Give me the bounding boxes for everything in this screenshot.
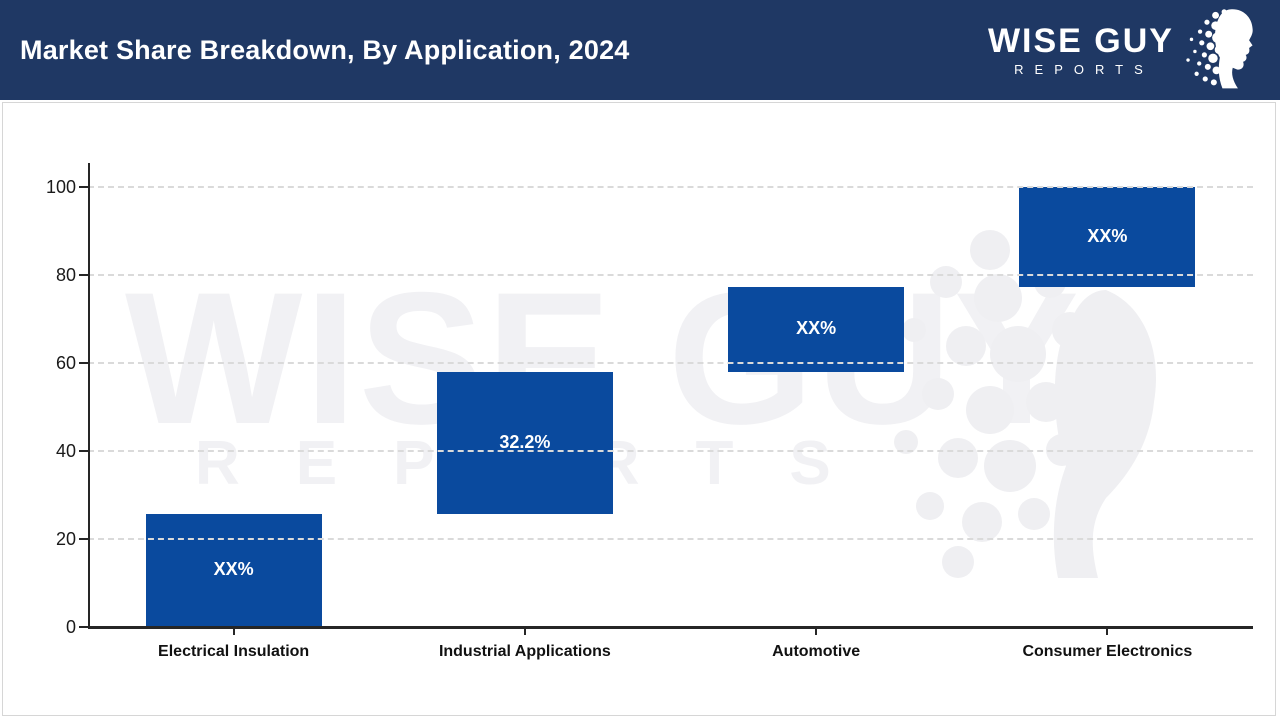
x-tick (232, 627, 235, 635)
header-bar: Market Share Breakdown, By Application, … (0, 0, 1280, 100)
bar-segment (1019, 187, 1196, 288)
bar-segment (728, 287, 905, 372)
x-tick (1106, 627, 1109, 635)
x-category-label: Industrial Applications (438, 643, 611, 660)
x-tick (523, 627, 526, 635)
y-tick (79, 362, 88, 365)
gridline (88, 450, 1253, 453)
brand-name: WISE GUY (987, 21, 1174, 60)
brand-wordmark: WISE GUY REPORTS (988, 24, 1174, 77)
face-profile-dots-icon (1176, 4, 1262, 97)
y-tick (79, 274, 88, 277)
y-tick-label: 0 (65, 617, 76, 637)
x-category-label: Automotive (772, 643, 861, 660)
bar-value-label: XX% (213, 559, 254, 580)
y-tick (79, 186, 88, 189)
y-axis-line (88, 163, 90, 627)
y-tick-label: 80 (55, 265, 76, 286)
bar-segment (145, 513, 322, 627)
x-category-label: Consumer Electronics (1022, 643, 1193, 660)
bar-value-label: XX% (796, 318, 837, 339)
brand-subtitle: REPORTS (1014, 61, 1154, 77)
y-tick-label: 60 (55, 353, 76, 374)
chart-title: Market Share Breakdown, By Application, … (20, 34, 630, 65)
x-axis-line (88, 626, 1253, 629)
gridline (88, 274, 1253, 277)
y-tick-label: 100 (45, 177, 76, 198)
y-tick-label: 40 (55, 441, 76, 462)
gridline (88, 362, 1253, 365)
bar-segment (436, 371, 613, 514)
gridline (88, 538, 1253, 541)
gridline (88, 186, 1253, 189)
y-tick (79, 450, 88, 453)
y-tick (79, 626, 88, 628)
x-category-label: Electrical Insulation (158, 643, 310, 660)
bar-value-label: XX% (1087, 226, 1128, 247)
y-tick (79, 538, 88, 541)
bar-value-label: 32.2% (499, 431, 551, 452)
x-tick (815, 627, 818, 635)
y-tick-label: 20 (55, 529, 76, 550)
brand-logo: WISE GUY REPORTS (988, 4, 1262, 97)
